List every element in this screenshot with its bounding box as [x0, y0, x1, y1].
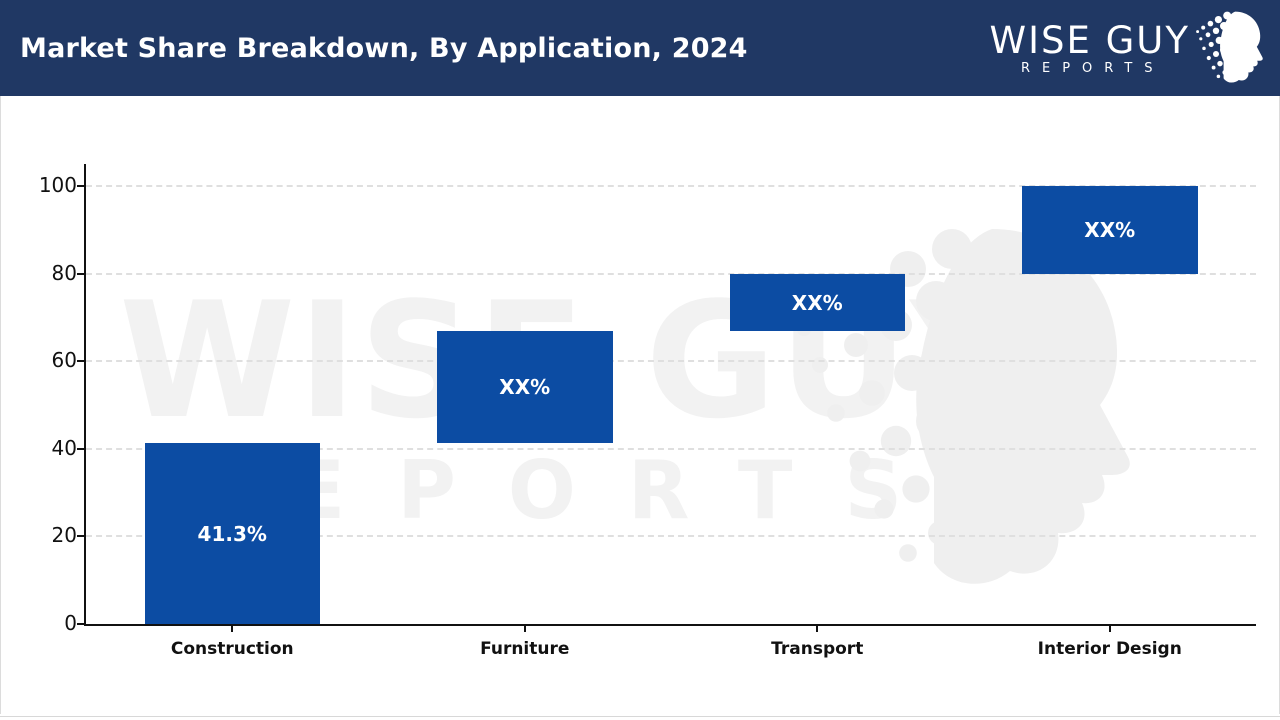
- y-axis-tick-label: 0: [64, 611, 77, 635]
- bar: XX%: [729, 274, 905, 331]
- gridline: [86, 360, 1256, 363]
- y-axis-tick: [77, 623, 86, 625]
- bar-value-label: 41.3%: [197, 521, 267, 546]
- y-axis-tick-label: 60: [51, 348, 77, 373]
- x-axis-tick-label: Interior Design: [1037, 639, 1182, 659]
- y-axis-tick-label: 40: [51, 435, 77, 460]
- header-bar: Market Share Breakdown, By Application, …: [0, 0, 1280, 96]
- gridline: [86, 447, 1256, 450]
- x-axis-tick-label: Construction: [170, 639, 294, 659]
- logo-wordmark: WISE GUY: [989, 18, 1190, 62]
- bar-value-label: XX%: [791, 290, 843, 315]
- x-axis-tick: [816, 624, 819, 632]
- y-axis-tick: [77, 184, 86, 187]
- x-axis-tick-label: Furniture: [480, 639, 570, 659]
- y-axis-tick: [77, 360, 86, 363]
- x-axis-tick: [231, 624, 234, 632]
- x-axis-spine: [84, 624, 1256, 626]
- bar-value-label: XX%: [1084, 218, 1136, 243]
- chart-area: WISE GUY REPORTS 0 20 40 60 80 100 41.3% Constr…: [0, 96, 1280, 714]
- y-axis-tick-label: 80: [51, 260, 77, 285]
- x-axis-tick: [523, 624, 526, 632]
- bar: XX%: [1022, 185, 1198, 275]
- x-axis-tick: [1108, 624, 1111, 632]
- y-axis-spine: [84, 164, 86, 626]
- gridline: [86, 535, 1256, 538]
- y-axis-tick-label: 100: [38, 172, 77, 197]
- y-axis-tick: [77, 447, 86, 450]
- page-title: Market Share Breakdown, By Application, …: [20, 32, 748, 64]
- gridline: [86, 272, 1256, 275]
- x-axis-tick-label: Transport: [771, 639, 864, 659]
- y-axis-tick: [77, 272, 86, 275]
- wiseguy-logo: WISE GUY REPORTS: [990, 10, 1272, 86]
- logo-subtitle: REPORTS: [1020, 60, 1165, 76]
- bar-value-label: XX%: [499, 374, 551, 399]
- bar: XX%: [437, 330, 613, 444]
- dotted-head-logo-icon: [1196, 11, 1263, 83]
- logo-text: WISE GUY REPORTS: [990, 22, 1190, 75]
- bottom-divider: [0, 716, 1280, 717]
- gridline: [86, 184, 1256, 187]
- y-axis-tick-label: 20: [51, 523, 77, 548]
- bar: 41.3%: [144, 443, 320, 624]
- y-axis-tick: [77, 535, 86, 538]
